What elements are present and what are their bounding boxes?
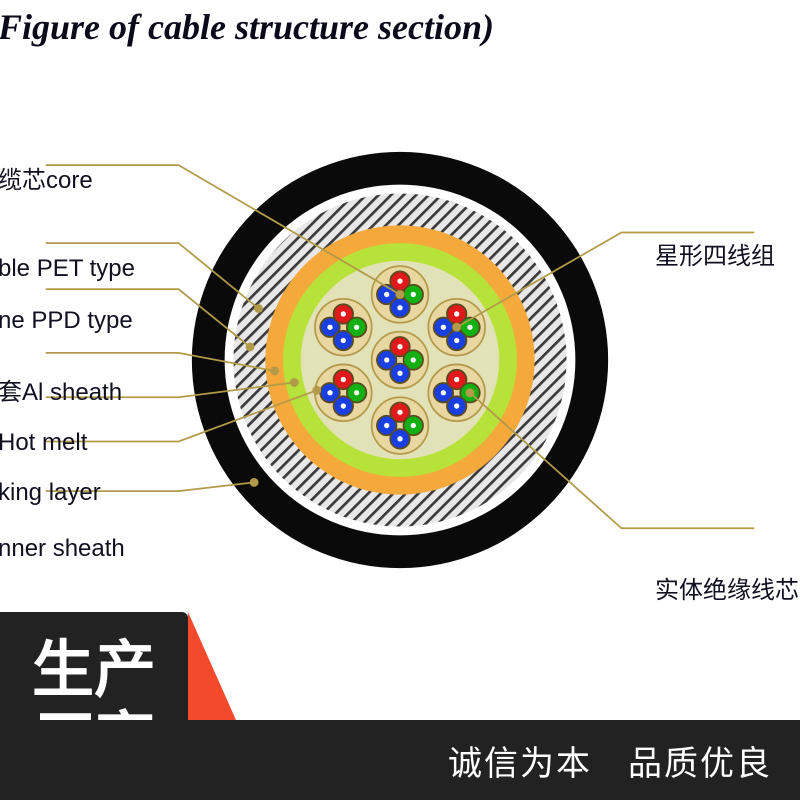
label-pet: ble PET type: [0, 254, 135, 284]
label-caulk: king layer: [0, 478, 101, 508]
label-hot-melt: Hot melt: [0, 428, 87, 458]
label-ppd: ne PPD type: [0, 306, 133, 336]
label-core: 缆芯core: [0, 166, 93, 196]
badge-line-1: 生产: [32, 635, 156, 706]
label-al-sheath: 套Al sheath: [0, 378, 122, 408]
banner-text: 诚信为本 品质优良: [448, 736, 772, 785]
label-solid-core: 实体绝缘线芯: [655, 576, 799, 606]
label-inner-sheath: nner sheath: [0, 534, 125, 564]
bottom-banner: 诚信为本 品质优良: [0, 720, 800, 800]
page-title: Figure of cable structure section): [0, 6, 494, 48]
label-star-quad: 星形四线组: [655, 242, 775, 272]
badge-accent: [188, 612, 236, 720]
